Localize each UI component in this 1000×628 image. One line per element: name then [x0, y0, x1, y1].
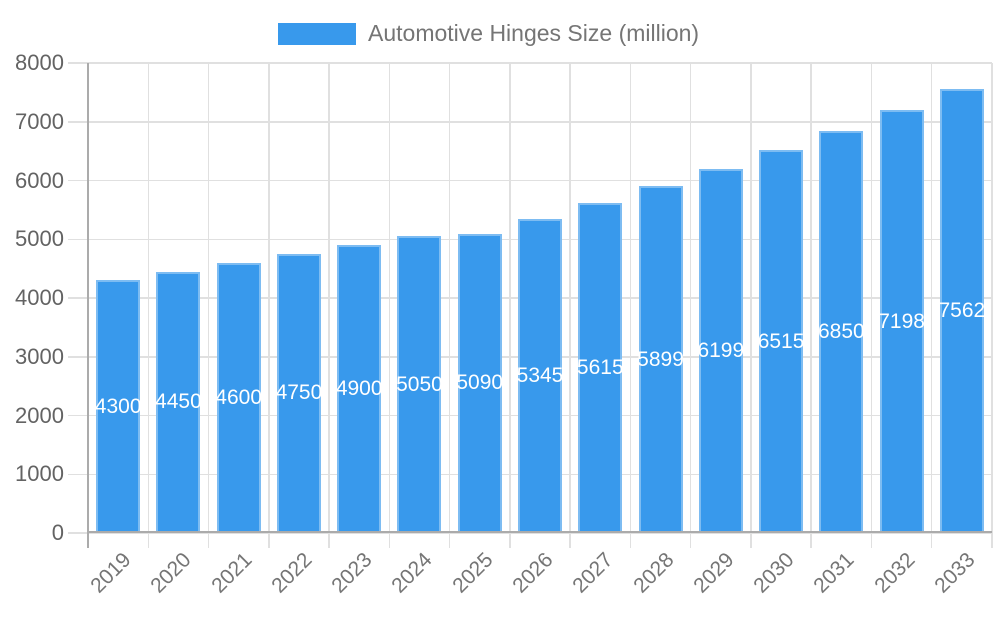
bar[interactable]	[578, 203, 623, 531]
y-tick-label: 1000	[15, 461, 64, 487]
x-gridline	[569, 63, 571, 548]
bar-value-label: 5090	[456, 371, 504, 395]
bar-value-label: 5345	[516, 363, 564, 387]
legend-swatch	[278, 22, 356, 45]
y-gridline	[68, 179, 992, 182]
bar[interactable]	[518, 218, 562, 531]
x-gridline	[509, 63, 511, 548]
x-axis-line	[88, 531, 992, 533]
bar-value-label: 6515	[757, 329, 805, 353]
bar-value-label: 4450	[155, 390, 202, 414]
x-gridline	[689, 63, 692, 548]
x-gridline	[388, 63, 391, 548]
bar-value-label: 4600	[215, 385, 263, 409]
y-tick-label: 2000	[15, 402, 64, 428]
bar-value-label: 5899	[637, 347, 684, 371]
bar-value-label: 4300	[94, 394, 142, 418]
x-gridline	[448, 63, 451, 548]
bar[interactable]	[879, 110, 924, 531]
legend-label: Automotive Hinges Size (million)	[368, 20, 700, 46]
y-tick-label: 4000	[15, 285, 64, 310]
bar-chart: Automotive Hinges Size (million) 0 1000 20…	[15, 20, 993, 598]
x-gridline	[930, 63, 933, 548]
bar-value-label: 6199	[697, 338, 745, 362]
y-tick-label: 6000	[15, 167, 64, 193]
bar-value-label: 4750	[275, 381, 323, 405]
bar[interactable]	[96, 280, 141, 531]
bar[interactable]	[698, 168, 743, 531]
y-gridline	[68, 62, 992, 64]
y-tick-label: 3000	[15, 343, 64, 369]
legend: Automotive Hinges Size (million)	[278, 20, 699, 47]
bar[interactable]	[457, 233, 502, 531]
x-gridline	[207, 63, 210, 548]
plot-area: 0 1000 2000 3000 4000 5000 6000 7000 8000 4300 201…	[15, 51, 993, 598]
bar[interactable]	[638, 186, 683, 531]
y-tick-label: 7000	[15, 108, 64, 134]
y-tick-label: 0	[51, 520, 64, 545]
y-axis-line	[87, 63, 89, 548]
bar-value-label: 5050	[396, 372, 443, 396]
x-gridline	[991, 63, 993, 548]
bar[interactable]	[397, 236, 442, 531]
x-gridline	[810, 63, 812, 548]
x-gridline	[147, 63, 150, 548]
y-gridline	[68, 532, 992, 534]
x-gridline	[328, 63, 330, 548]
y-gridline	[68, 121, 992, 123]
x-gridline	[629, 63, 632, 548]
bar[interactable]	[337, 245, 382, 531]
bar-value-label: 7198	[878, 309, 925, 333]
bar-value-label: 5615	[576, 356, 624, 380]
bar[interactable]	[276, 253, 321, 531]
x-gridline	[750, 63, 752, 548]
bar[interactable]	[216, 262, 261, 531]
bar-value-label: 7562	[938, 298, 986, 322]
y-tick-label: 8000	[15, 50, 64, 75]
bar-value-label: 6850	[817, 319, 865, 343]
bar[interactable]	[939, 88, 984, 531]
y-tick-label: 5000	[15, 226, 64, 252]
bar[interactable]	[156, 271, 201, 531]
x-gridline	[268, 63, 270, 548]
x-gridline	[870, 63, 873, 548]
bar-value-label: 4900	[335, 377, 383, 401]
bar[interactable]	[819, 130, 864, 531]
bar[interactable]	[759, 150, 804, 531]
